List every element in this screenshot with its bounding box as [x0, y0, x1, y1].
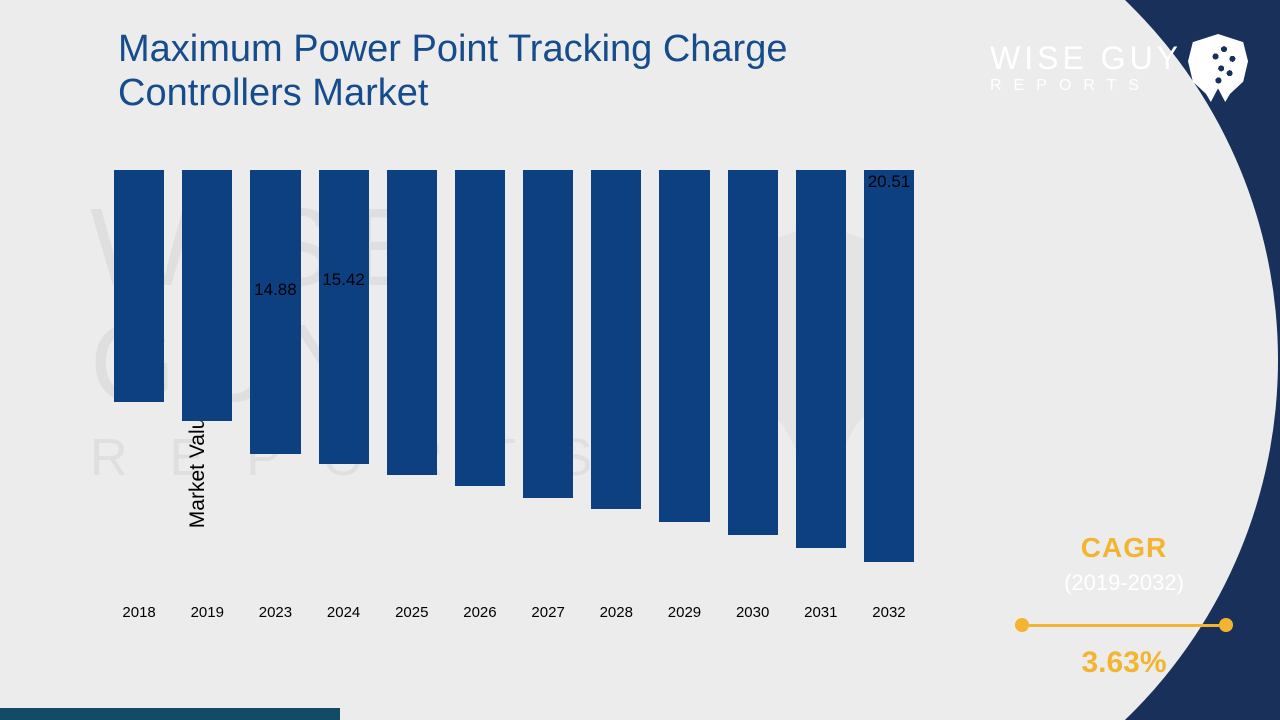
cagr-title: CAGR	[996, 532, 1252, 564]
bar	[114, 170, 164, 402]
bar	[591, 170, 641, 509]
dot-icon	[1015, 618, 1029, 632]
bottom-accent-strip	[0, 708, 340, 720]
x-tick-label: 2026	[455, 596, 505, 630]
x-tick-label: 2031	[796, 596, 846, 630]
x-tick-label: 2023	[250, 596, 300, 630]
bar-wrap	[182, 170, 232, 590]
bar	[250, 170, 300, 454]
bar	[182, 170, 232, 421]
chart-title: Maximum Power Point Tracking Charge Cont…	[118, 28, 858, 115]
bar	[455, 170, 505, 486]
bar-wrap	[659, 170, 709, 590]
bar-wrap	[591, 170, 641, 590]
bar-value-label: 15.42	[319, 270, 369, 290]
bar	[319, 170, 369, 464]
bar-wrap: 15.42	[319, 170, 369, 590]
line-icon	[1029, 624, 1219, 627]
cagr-block: CAGR (2019-2032) 3.63%	[968, 532, 1280, 680]
x-tick-label: 2019	[182, 596, 232, 630]
brain-head-icon	[1188, 34, 1248, 102]
logo-text: WISE GUY REPORTS	[990, 42, 1182, 94]
cagr-divider	[996, 618, 1252, 632]
bar-wrap	[523, 170, 573, 590]
dot-icon	[1219, 618, 1233, 632]
bar	[796, 170, 846, 548]
bar-value-label: 14.88	[250, 280, 300, 300]
bar-wrap: 20.51	[864, 170, 914, 590]
bar-value-label: 20.51	[864, 172, 914, 192]
logo-sub: REPORTS	[990, 78, 1182, 94]
right-panel: CAGR (2019-2032) 3.63%	[968, 0, 1280, 720]
bar-wrap	[455, 170, 505, 590]
x-tick-label: 2030	[728, 596, 778, 630]
bar	[387, 170, 437, 475]
x-tick-label: 2025	[387, 596, 437, 630]
logo-main: WISE GUY	[990, 42, 1182, 74]
bar-wrap	[114, 170, 164, 590]
bar-wrap: 14.88	[250, 170, 300, 590]
bar-wrap	[728, 170, 778, 590]
plot-area: 14.88 15.42 20.51	[108, 170, 920, 590]
bar-wrap	[387, 170, 437, 590]
x-axis-labels: 2018 2019 2023 2024 2025 2026 2027 2028 2029 2030…	[108, 596, 920, 630]
bar	[728, 170, 778, 535]
bar-chart: Market Value in USD Billion 14.8815.4220…	[80, 170, 920, 630]
bar	[659, 170, 709, 522]
x-tick-label: 2029	[659, 596, 709, 630]
bar	[864, 170, 914, 562]
cagr-years: (2019-2032)	[996, 570, 1252, 596]
x-tick-label: 2032	[864, 596, 914, 630]
x-tick-label: 2027	[523, 596, 573, 630]
brand-logo: WISE GUY REPORTS	[990, 34, 1250, 102]
x-tick-label: 2018	[114, 596, 164, 630]
x-tick-label: 2028	[591, 596, 641, 630]
bar	[523, 170, 573, 498]
bars-container: 14.88 15.42 20.51	[108, 170, 920, 590]
bar-wrap	[796, 170, 846, 590]
x-tick-label: 2024	[319, 596, 369, 630]
cagr-value: 3.63%	[996, 646, 1252, 680]
